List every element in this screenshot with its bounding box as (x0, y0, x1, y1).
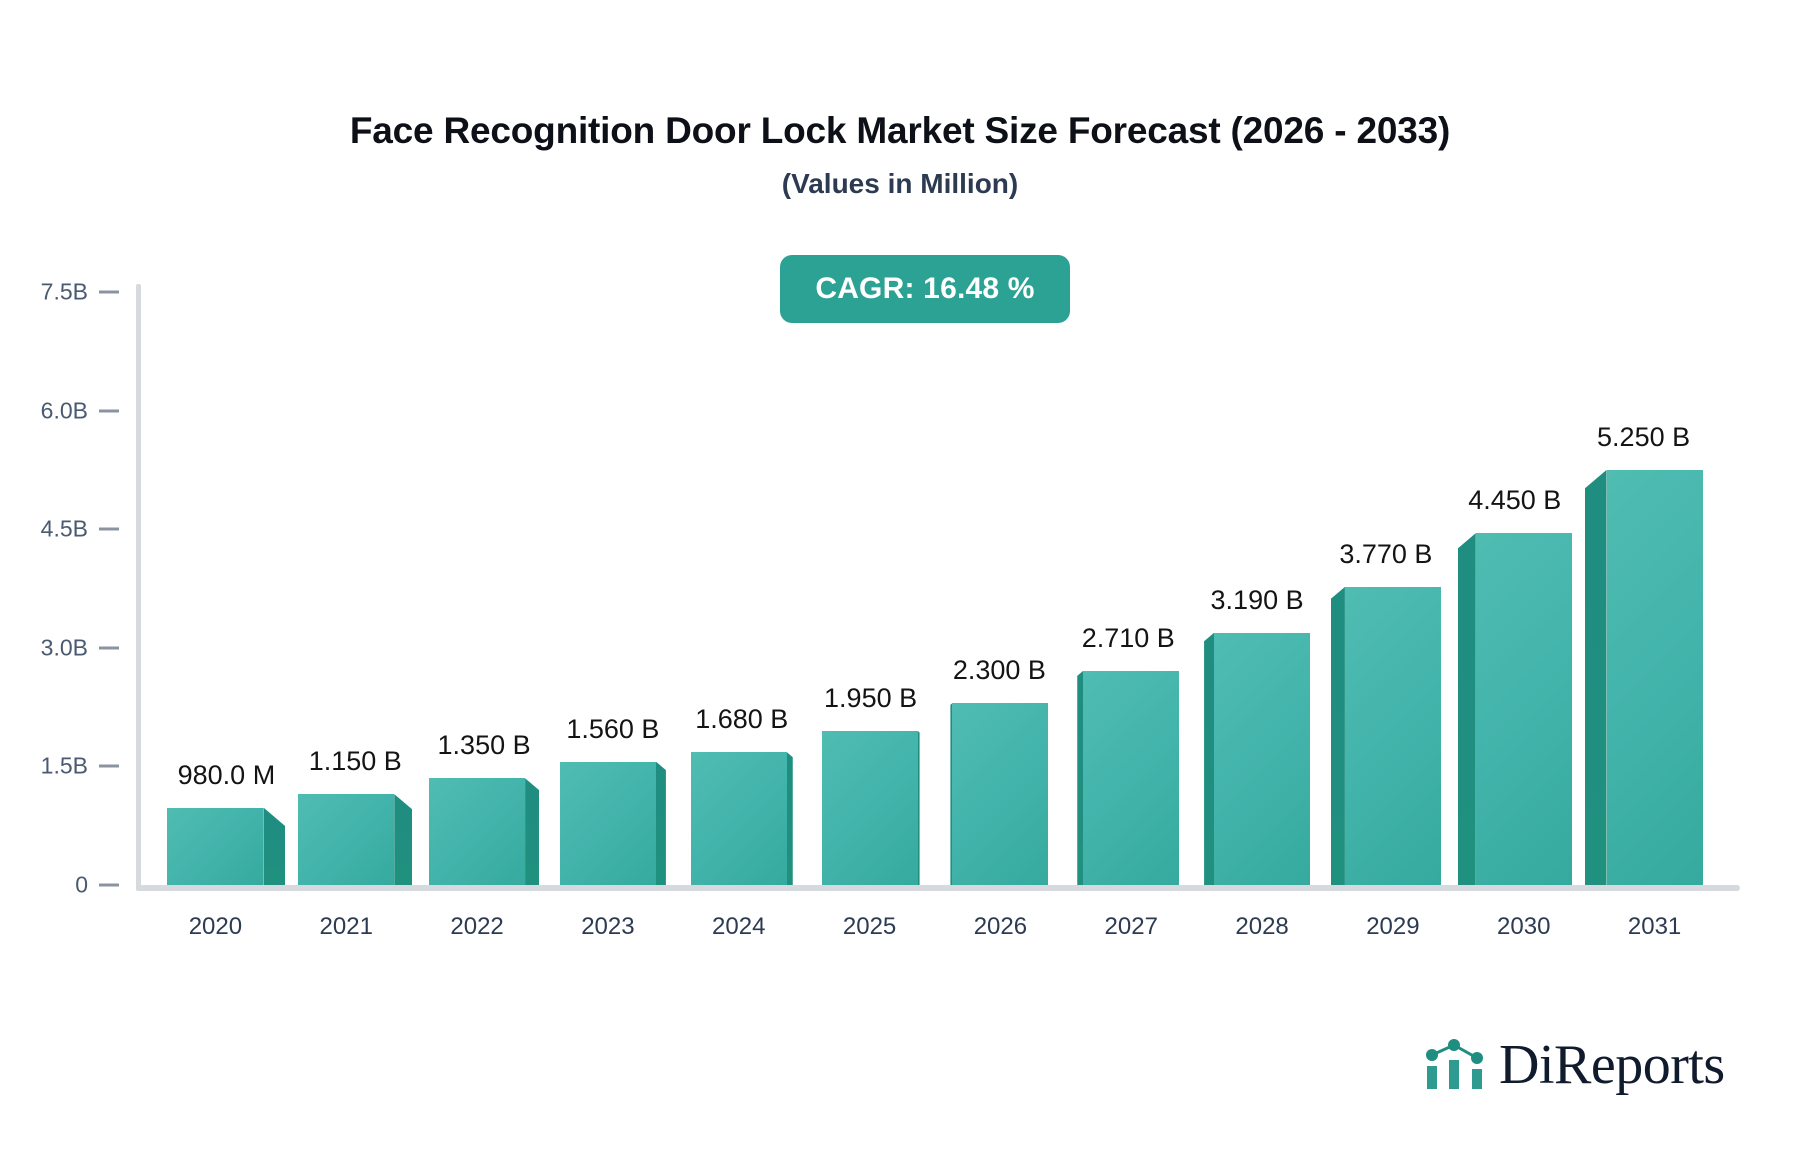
bar-value-label: 3.770 B (1339, 538, 1433, 569)
x-axis-label-2030: 2030 (1497, 913, 1551, 940)
bar-side-face (917, 730, 920, 885)
x-axis-label-2020: 2020 (188, 913, 243, 940)
x-axis-label-2029: 2029 (1366, 913, 1420, 940)
y-axis-tick-mark (99, 764, 119, 768)
cagr-badge-label: CAGR: 16.48 % (815, 272, 1035, 305)
bar-chart-dots-icon (1426, 1039, 1483, 1089)
bar-value-label: 2.710 B (1081, 622, 1175, 653)
bar-value-label: 2.300 B (952, 655, 1046, 686)
bar-value-label: 1.150 B (308, 746, 402, 777)
chart-subtitle: (Values in Million) (781, 168, 1019, 199)
y-axis-tick-label: 4.5B (40, 515, 88, 542)
bar-2023[interactable] (559, 761, 666, 885)
y-axis-tick-label: 7.5B (40, 278, 88, 305)
y-axis-tick-label: 6.0B (40, 397, 88, 424)
y-axis-tick-label: 3.0B (40, 634, 88, 661)
bar-face (1214, 632, 1311, 885)
y-axis-tick-mark (99, 527, 119, 531)
bar-value-label: 1.350 B (437, 730, 531, 761)
bar-face (690, 752, 787, 885)
bar-2027[interactable] (1077, 670, 1180, 885)
y-axis-tick-mark (99, 646, 119, 650)
bar-value-label: 3.190 B (1210, 584, 1304, 615)
y-axis-tick-mark (99, 409, 119, 413)
x-axis-label-2023: 2023 (581, 913, 635, 940)
bar-side-face (950, 703, 953, 885)
bar-2030[interactable] (1457, 533, 1572, 885)
bar-2020[interactable] (167, 807, 286, 885)
bar-side-face (1457, 533, 1476, 885)
bar-2025[interactable] (821, 730, 920, 885)
y-axis-line (136, 284, 141, 891)
x-axis-label-2022: 2022 (450, 913, 504, 940)
brand-name: DiReports (1499, 1034, 1725, 1096)
bar-face (1344, 586, 1441, 885)
bar-side-face (525, 778, 540, 885)
bar-face (1606, 469, 1703, 885)
bar-side-face (1204, 632, 1215, 885)
x-axis-label-2021: 2021 (319, 913, 373, 940)
bar-side-face (786, 752, 793, 885)
bar-2022[interactable] (429, 778, 540, 885)
bar-face (1475, 533, 1572, 885)
bar-face (1083, 670, 1180, 885)
bar-side-face (655, 761, 666, 885)
bar-face (298, 794, 395, 885)
bar-face (167, 807, 264, 885)
x-axis-label-2031: 2031 (1627, 913, 1682, 940)
y-axis-tick-mark (99, 883, 119, 887)
cagr-badge: CAGR: 16.48 % (780, 255, 1070, 323)
bar-value-label: 4.450 B (1468, 485, 1562, 516)
bar-side-face (394, 794, 413, 885)
bar-side-face (263, 807, 286, 885)
bar-2026[interactable] (950, 703, 1049, 885)
x-axis-line (136, 885, 1740, 891)
x-axis-label-2028: 2028 (1235, 913, 1289, 940)
bar-side-face (1584, 469, 1607, 885)
bar-value-label: 1.680 B (695, 704, 789, 735)
bar-2021[interactable] (298, 794, 413, 885)
bar-value-label: 5.250 B (1597, 421, 1691, 452)
bar-2029[interactable] (1330, 586, 1441, 885)
y-axis-tick-mark (99, 290, 119, 294)
bar-face (559, 761, 656, 885)
bar-2028[interactable] (1204, 632, 1311, 885)
bar-value-label: 1.560 B (566, 713, 660, 744)
bar-side-face (1077, 670, 1084, 885)
bar-value-label: 980.0 M (177, 759, 276, 790)
y-axis-tick-labels: 0 1.5B 3.0B 4.5B 6.0B 7.5B (0, 0, 88, 1156)
bar-face (429, 778, 526, 885)
x-axis-label-2027: 2027 (1104, 913, 1158, 940)
x-axis-label-2025: 2025 (842, 913, 897, 940)
bar-value-label: 1.950 B (824, 682, 918, 713)
x-axis-label-2024: 2024 (712, 913, 766, 940)
chart-title: Face Recognition Door Lock Market Size F… (349, 110, 1451, 151)
bar-2024[interactable] (690, 752, 793, 885)
bar-face (952, 703, 1049, 885)
y-axis-tick-label: 0 (75, 871, 88, 898)
bar-side-face (1330, 586, 1345, 885)
bar-face (821, 730, 918, 885)
x-axis-label-2026: 2026 (973, 913, 1028, 940)
brand-logo: DiReports (1425, 1030, 1725, 1100)
y-axis-tick-label: 1.5B (40, 752, 88, 779)
bar-2031[interactable] (1584, 469, 1703, 885)
